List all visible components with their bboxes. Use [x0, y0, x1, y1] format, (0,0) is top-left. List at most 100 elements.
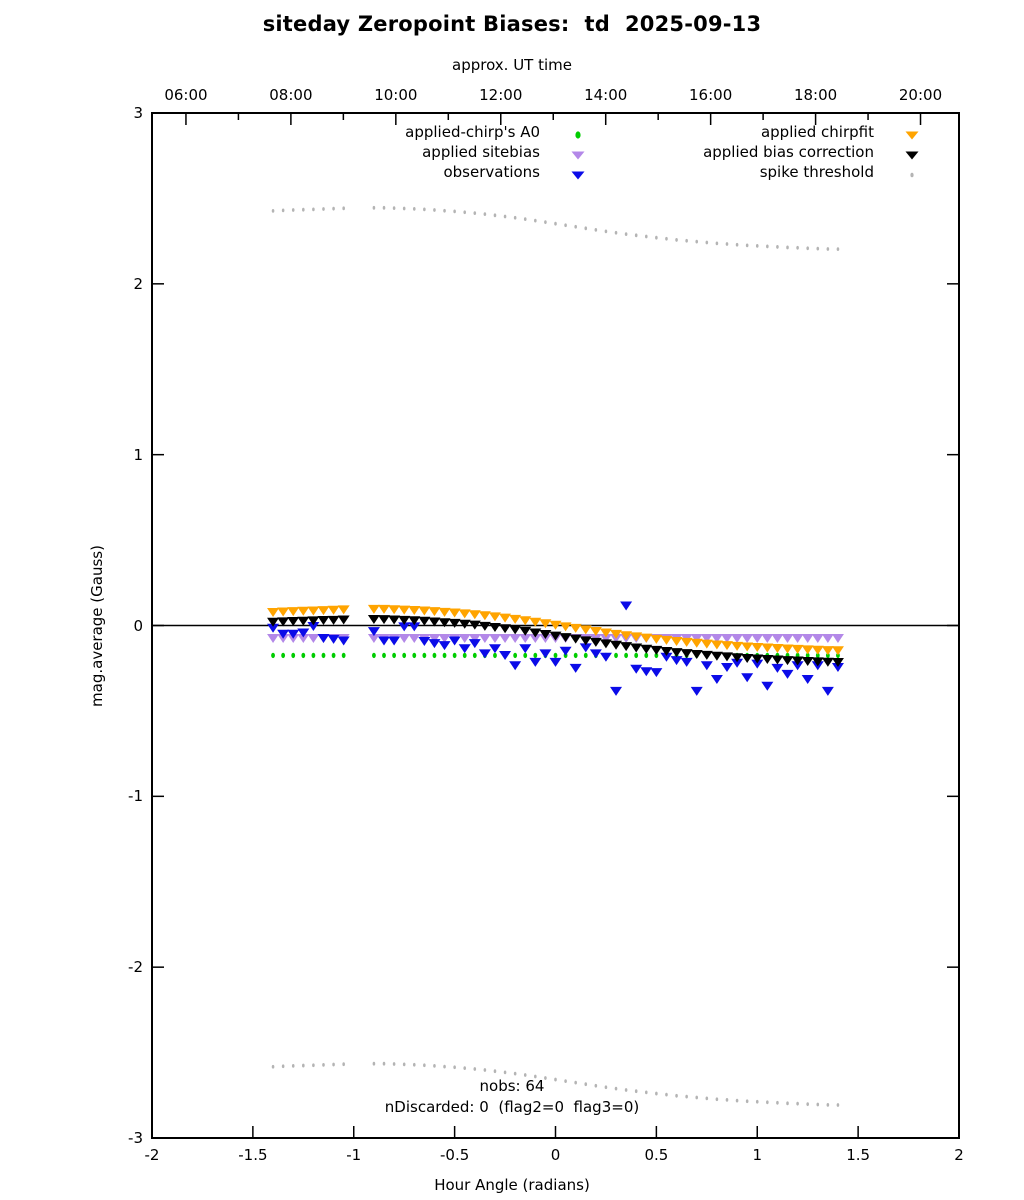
data-point-triangle — [519, 644, 532, 654]
data-point-tinydot — [564, 223, 567, 228]
observations-legend-marker-shape — [571, 171, 585, 180]
data-point-tinydot — [745, 1099, 749, 1104]
data-point-triangle — [428, 617, 441, 627]
data-point-tinydot — [624, 1088, 628, 1092]
data-point-dot — [523, 652, 528, 659]
data-point-dot — [452, 652, 457, 659]
y-tick-label: -1 — [128, 787, 143, 806]
data-point-triangle — [488, 612, 501, 622]
data-point-tinydot — [806, 1102, 809, 1107]
data-point-triangle — [710, 674, 723, 684]
data-point-triangle — [620, 642, 633, 652]
data-point-triangle — [731, 641, 744, 651]
data-point-triangle — [781, 656, 794, 666]
data-point-triangle — [408, 605, 421, 615]
data-point-dot — [836, 652, 840, 659]
data-point-triangle — [418, 637, 431, 647]
sitebias-legend-marker-shape — [571, 151, 585, 160]
biascorr-legend-marker-shape — [905, 151, 919, 160]
data-point-triangle — [630, 664, 643, 674]
data-point-triangle — [599, 633, 612, 643]
data-point-triangle — [640, 633, 653, 643]
data-point-triangle — [589, 626, 602, 636]
data-point-triangle — [610, 640, 623, 650]
data-point-tinydot — [766, 244, 769, 249]
data-point-triangle — [428, 633, 441, 643]
data-point-triangle — [731, 633, 744, 643]
data-point-triangle — [297, 628, 310, 638]
chirpfit-legend-marker-icon — [905, 131, 919, 140]
data-point-tinydot — [715, 241, 719, 246]
data-point-dot — [493, 652, 497, 659]
data-point-triangle — [438, 607, 451, 617]
data-point-triangle — [761, 633, 774, 643]
data-point-triangle — [307, 622, 320, 631]
data-point-triangle — [660, 652, 673, 662]
data-point-tinydot — [705, 240, 709, 245]
chirpfit-legend-marker-shape — [905, 131, 919, 140]
data-point-tinydot — [392, 1062, 396, 1066]
data-point-tinydot — [564, 1079, 567, 1084]
legend-label: spike threshold — [759, 163, 874, 181]
biascorr-legend-marker-icon — [905, 151, 919, 160]
data-point-tinydot — [796, 245, 799, 250]
data-point-triangle — [418, 616, 431, 626]
data-point-triangle — [710, 640, 723, 650]
data-point-tinydot — [755, 1099, 759, 1104]
data-point-triangle — [791, 656, 804, 666]
data-point-triangle — [630, 632, 643, 642]
legend-label: applied-chirp's A0 — [405, 123, 540, 141]
spike_upper-legend-marker-shape — [910, 172, 914, 178]
data-point-triangle — [559, 622, 572, 632]
data-point-triangle — [388, 605, 401, 615]
data-point-triangle — [670, 637, 683, 647]
data-point-dot — [553, 652, 558, 659]
data-point-tinydot — [725, 242, 729, 246]
data-point-triangle — [287, 617, 300, 627]
x-tick-label: 1.5 — [846, 1146, 871, 1164]
data-point-triangle — [398, 605, 411, 615]
data-point-triangle — [277, 607, 290, 617]
data-point-tinydot — [544, 1076, 547, 1080]
data-point-triangle — [620, 631, 633, 641]
data-point-tinydot — [665, 1092, 668, 1097]
data-point-triangle — [458, 609, 471, 619]
legend-label: applied chirpfit — [760, 123, 874, 141]
data-point-tinydot — [291, 208, 295, 212]
data-point-triangle — [488, 623, 501, 633]
legend-marker-sitebias — [569, 145, 587, 165]
data-point-tinydot — [513, 215, 517, 220]
data-point-dot — [372, 652, 376, 659]
data-point-triangle — [337, 605, 350, 615]
data-point-triangle — [408, 622, 421, 632]
data-point-triangle — [337, 615, 350, 625]
data-point-tinydot — [322, 207, 325, 211]
data-point-triangle — [277, 629, 290, 639]
data-point-tinydot — [382, 205, 386, 210]
legend-marker-biascorr — [903, 145, 921, 165]
legend-entry-spike_upper: spike threshold — [760, 162, 874, 182]
data-point-tinydot — [695, 239, 699, 244]
top-tick-label: 20:00 — [898, 86, 943, 104]
data-point-triangle — [408, 633, 421, 643]
data-point-tinydot — [594, 227, 598, 232]
data-point-tinydot — [826, 247, 830, 251]
y-tick-label: -2 — [128, 958, 143, 977]
data-point-triangle — [599, 639, 612, 649]
data-point-triangle — [831, 633, 844, 643]
data-point-triangle — [680, 657, 693, 667]
data-point-tinydot — [695, 1095, 699, 1100]
data-point-triangle — [761, 654, 774, 664]
data-point-triangle — [267, 623, 280, 633]
data-point-triangle — [579, 636, 592, 646]
data-point-triangle — [408, 616, 421, 626]
data-point-triangle — [307, 616, 320, 626]
data-point-triangle — [327, 615, 340, 625]
data-point-triangle — [418, 606, 431, 616]
data-point-triangle — [670, 656, 683, 666]
data-point-triangle — [509, 614, 522, 624]
data-point-triangle — [367, 604, 380, 614]
legend-entry-a0: applied-chirp's A0 — [405, 122, 540, 142]
